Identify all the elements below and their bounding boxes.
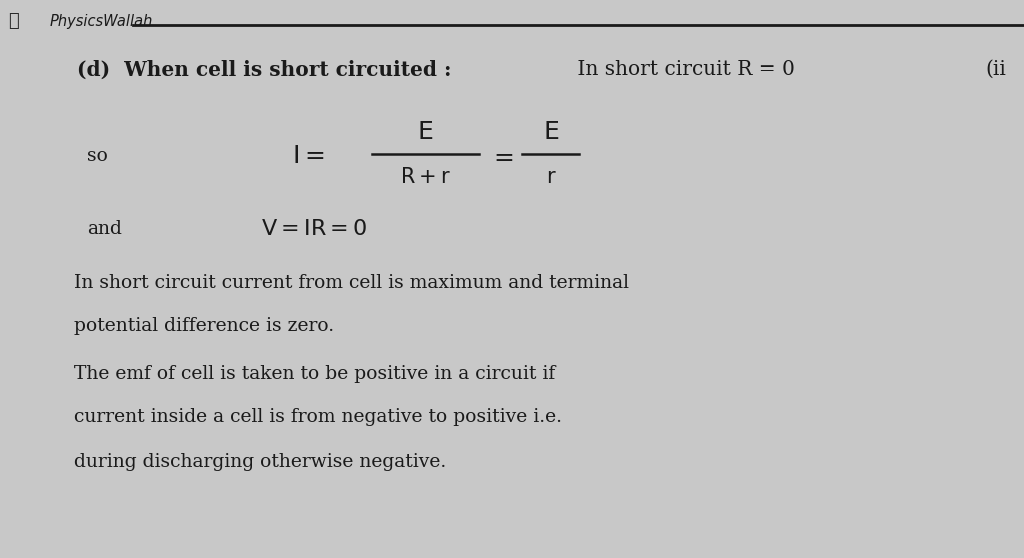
- Text: In short circuit R = 0: In short circuit R = 0: [571, 60, 796, 79]
- Text: The emf of cell is taken to be positive in a circuit if: The emf of cell is taken to be positive …: [74, 365, 555, 383]
- Text: $\mathrm{E}$: $\mathrm{E}$: [417, 121, 433, 145]
- Text: $=$: $=$: [489, 145, 515, 168]
- Text: during discharging otherwise negative.: during discharging otherwise negative.: [74, 453, 446, 471]
- Text: (d)  When cell is short circuited :: (d) When cell is short circuited :: [77, 60, 452, 80]
- Text: (ii: (ii: [985, 60, 1006, 79]
- Text: $\mathrm{I} =$: $\mathrm{I} =$: [292, 145, 325, 168]
- Text: $\mathrm{R + r}$: $\mathrm{R + r}$: [399, 167, 451, 187]
- Text: PhysicsWallah: PhysicsWallah: [49, 14, 153, 28]
- Text: Ⓛ: Ⓛ: [8, 12, 18, 30]
- Text: $\mathrm{V = IR = 0}$: $\mathrm{V = IR = 0}$: [261, 218, 368, 240]
- Text: potential difference is zero.: potential difference is zero.: [74, 318, 334, 335]
- Text: $\mathrm{r}$: $\mathrm{r}$: [546, 168, 556, 187]
- Text: so: so: [87, 147, 108, 165]
- Text: current inside a cell is from negative to positive i.e.: current inside a cell is from negative t…: [74, 408, 562, 426]
- Text: In short circuit current from cell is maximum and terminal: In short circuit current from cell is ma…: [74, 275, 629, 292]
- Text: and: and: [87, 220, 122, 238]
- Text: $\mathrm{E}$: $\mathrm{E}$: [543, 121, 559, 145]
